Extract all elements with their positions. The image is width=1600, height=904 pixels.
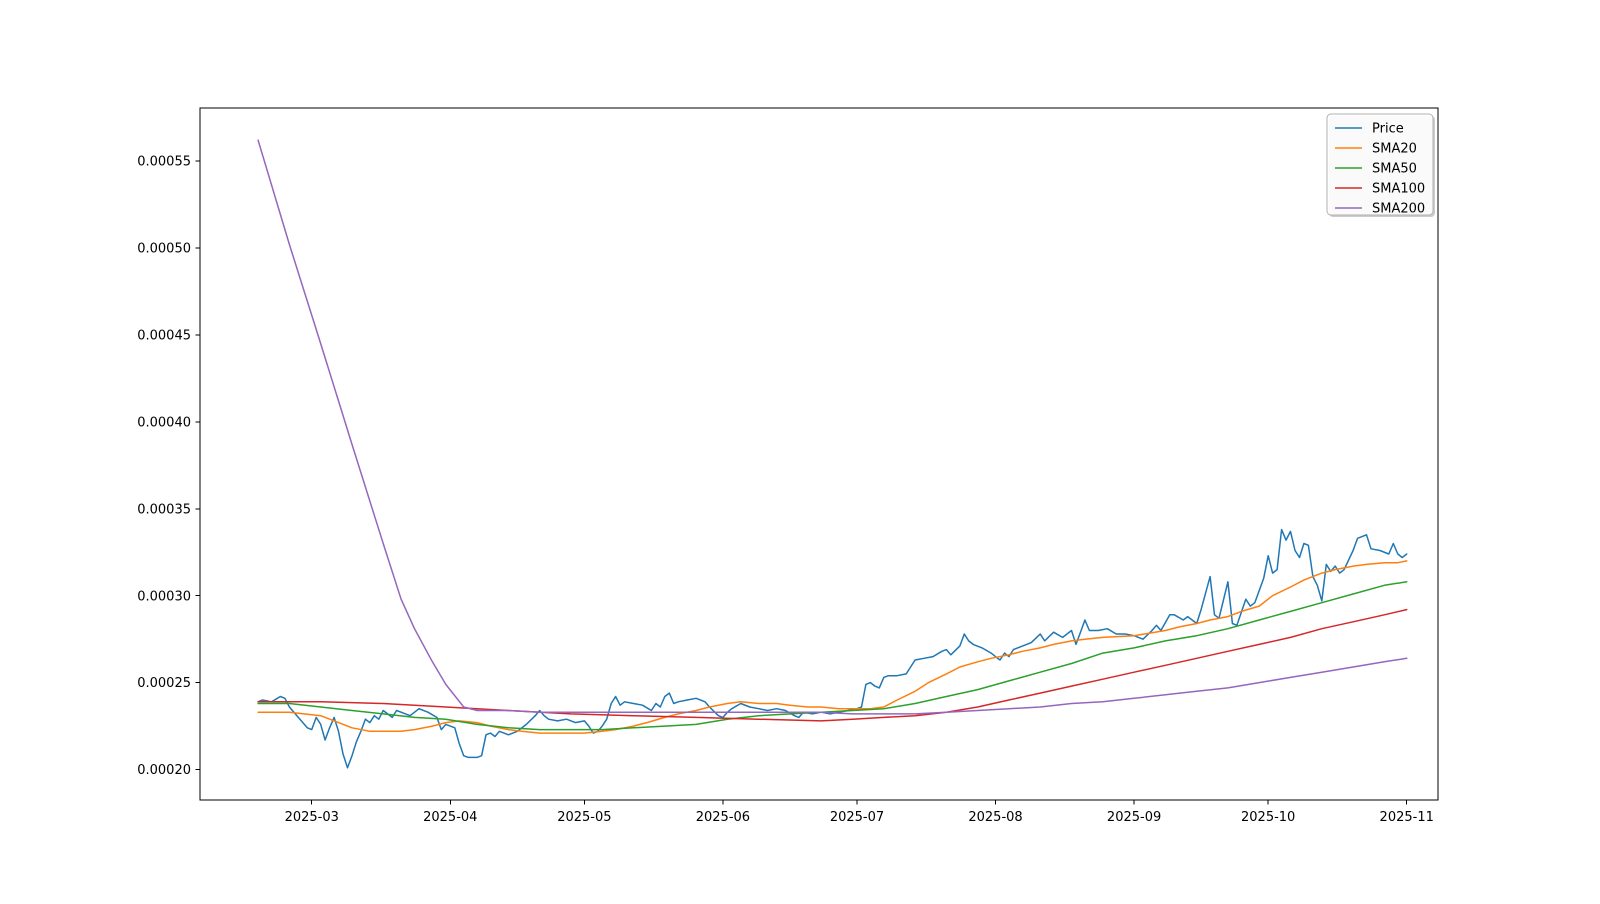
x-tick-label: 2025-07 [830,810,884,825]
plot-area [199,107,1439,801]
y-tick-label: 0.00025 [137,676,191,691]
legend-label-sma50: SMA50 [1372,162,1417,177]
x-tick-label: 2025-10 [1241,810,1295,825]
y-tick-label: 0.00040 [137,415,191,430]
legend-item-price: Price [1335,122,1404,137]
x-tick-label: 2025-09 [1107,810,1161,825]
y-tick-label: 0.00055 [137,155,191,170]
legend-item-sma20: SMA20 [1335,142,1417,157]
y-tick-label: 0.00045 [137,328,191,343]
legend-label-sma200: SMA200 [1372,202,1425,217]
legend-item-sma200: SMA200 [1335,202,1425,217]
x-tick-label: 2025-03 [285,810,339,825]
x-tick-label: 2025-06 [696,810,750,825]
legend-label-sma100: SMA100 [1372,182,1425,197]
series-line-sma200 [257,139,1408,715]
legend: Price SMA20 SMA50 SMA100 SMA200 [1326,113,1435,217]
x-tick-label: 2025-11 [1380,810,1434,825]
legend-box [1326,113,1434,216]
legend-item-sma100: SMA100 [1335,182,1425,197]
legend-label-price: Price [1372,122,1404,137]
legend-item-sma50: SMA50 [1335,162,1417,177]
series-line-sma20 [257,560,1408,734]
x-tick-label: 2025-05 [557,810,611,825]
x-tick-label: 2025-04 [423,810,477,825]
y-tick-label: 0.00020 [137,763,191,778]
y-tick-label: 0.00035 [137,502,191,517]
x-tick-label: 2025-08 [968,810,1022,825]
legend-label-sma20: SMA20 [1372,142,1417,157]
series-line-sma50 [257,581,1408,731]
y-tick-label: 0.00050 [137,242,191,257]
y-tick-label: 0.00030 [137,589,191,604]
